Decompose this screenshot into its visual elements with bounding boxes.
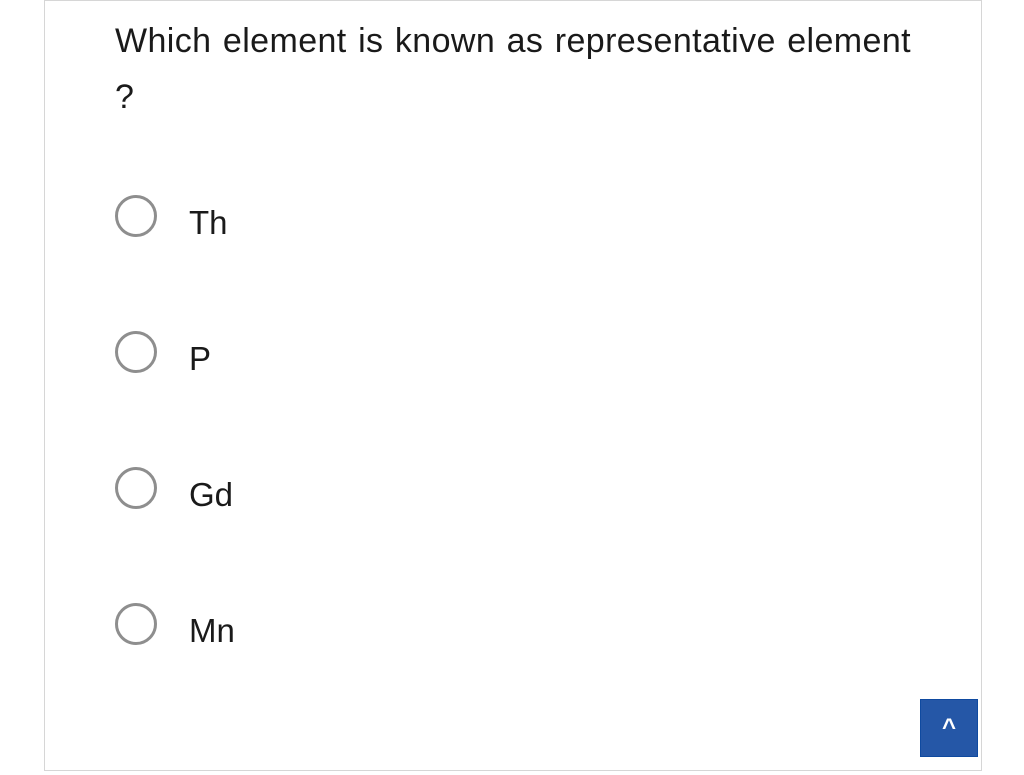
radio-icon[interactable] [115, 603, 157, 645]
option-label: Th [189, 206, 228, 239]
option-mn[interactable]: Mn [115, 603, 981, 645]
option-label: P [189, 342, 211, 375]
scroll-top-button[interactable]: ^ [920, 699, 978, 757]
question-card: Which element is known as representative… [44, 0, 982, 771]
radio-icon[interactable] [115, 195, 157, 237]
radio-icon[interactable] [115, 467, 157, 509]
radio-icon[interactable] [115, 331, 157, 373]
options-group: Th P Gd Mn [45, 195, 981, 645]
option-label: Gd [189, 478, 233, 511]
option-th[interactable]: Th [115, 195, 981, 237]
question-text: Which element is known as representative… [45, 13, 981, 125]
chevron-up-icon: ^ [942, 714, 956, 742]
option-gd[interactable]: Gd [115, 467, 981, 509]
option-label: Mn [189, 614, 235, 647]
option-p[interactable]: P [115, 331, 981, 373]
